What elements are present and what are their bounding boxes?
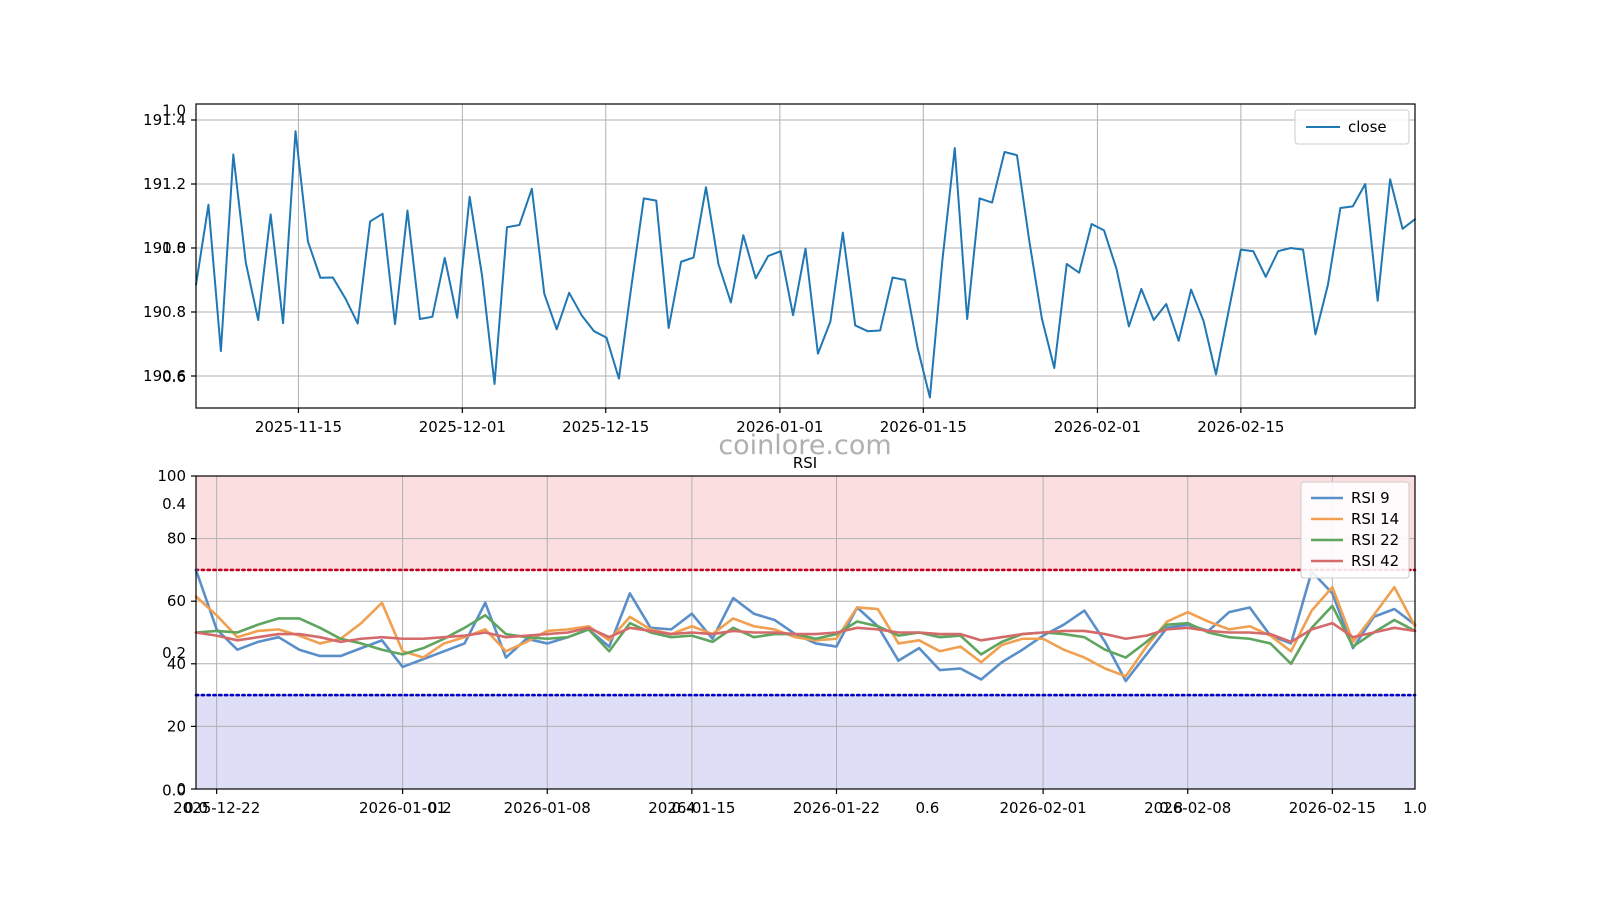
price-x-tick-label: 2025-12-01 — [419, 418, 506, 436]
rsi-y-tick-label: 40 — [167, 655, 186, 673]
price-x-tick-label: 2026-01-01 — [736, 418, 823, 436]
price-y-secondary-tick-label: 0.6 — [162, 368, 186, 386]
rsi-series-group — [194, 568, 1417, 683]
rsi-x-tick-labels: 2025-12-22 2026-01-01 2026-01-08 2026-01-15… — [173, 789, 1376, 817]
rsi-legend-label-rsi-42: RSI 42 — [1351, 552, 1399, 570]
rsi-x-tick-label: 2026-02-08 — [1144, 799, 1231, 817]
rsi-y-secondary-tick-labels: 0.4 0.2 0.0 — [162, 495, 186, 799]
rsi-axis-spines — [195, 475, 1416, 790]
rsi-plot-border — [195, 475, 1416, 790]
rsi-x-tick-label: 2026-02-15 — [1289, 799, 1376, 817]
rsi-overbought-band — [196, 476, 1415, 570]
price-legend-box — [1294, 109, 1410, 145]
price-x-tick-label: 2025-11-15 — [255, 418, 342, 436]
price-y-tick-label: 190.6 — [143, 367, 186, 385]
price-x-tick-labels: 2025-11-15 2025-12-01 2025-12-15 2026-01-01… — [255, 408, 1284, 436]
rsi-x-tick-label: 2025-12-22 — [173, 799, 260, 817]
rsi-x-tick-label: 2026-01-08 — [504, 799, 591, 817]
rsi-legend-box — [1300, 481, 1410, 579]
rsi-y-tick-labels: 0 20 40 60 80 100 — [157, 467, 196, 798]
rsi-y-tick-label: 100 — [157, 467, 186, 485]
rsi-series-rsi-22 — [194, 604, 1417, 666]
rsi-legend[interactable]: RSI 9 RSI 14 RSI 22 RSI 42 — [1300, 481, 1410, 579]
price-y-tick-label: 191.0 — [143, 239, 186, 257]
rsi-y-tick-label: 80 — [167, 530, 186, 548]
price-legend[interactable]: close — [1294, 109, 1410, 145]
rsi-legend-label-rsi-9: RSI 9 — [1351, 489, 1390, 507]
rsi-y-tick-label: 60 — [167, 592, 186, 610]
price-series-group — [195, 130, 1416, 399]
rsi-x-secondary-tick-label: 0.6 — [915, 799, 939, 817]
rsi-x-tick-label: 2026-01-22 — [793, 799, 880, 817]
rsi-oversold-band — [196, 695, 1415, 789]
rsi-x-secondary-tick-label: 0.4 — [672, 799, 696, 817]
price-y-tick-label: 191.2 — [143, 175, 186, 193]
price-y-secondary-tick-label: 0.8 — [162, 239, 186, 257]
rsi-legend-label-rsi-22: RSI 22 — [1351, 531, 1399, 549]
price-series-close — [195, 130, 1416, 399]
rsi-y-tick-label: 0 — [176, 780, 186, 798]
price-y-tick-labels: 190.6 190.8 191.0 191.2 191.4 — [143, 111, 196, 385]
price-y-secondary-tick-labels: 1.0 0.8 0.6 — [162, 102, 186, 386]
rsi-x-tick-label: 2026-01-15 — [648, 799, 735, 817]
rsi-y-secondary-tick-label: 0.2 — [162, 644, 186, 662]
rsi-series-rsi-42 — [194, 621, 1417, 644]
rsi-x-tick-label: 2026-01-01 — [359, 799, 446, 817]
price-chart-axes: 190.6 190.8 191.0 191.2 191.4 1.0 0.8 0.6 2025… — [143, 102, 1416, 436]
rsi-series-rsi-14 — [194, 585, 1417, 678]
rsi-x-secondary-tick-label: 0.2 — [428, 799, 452, 817]
rsi-x-secondary-tick-label: 0.0 — [184, 799, 208, 817]
price-axis-spines — [195, 103, 1416, 409]
rsi-x-secondary-tick-label: 0.8 — [1159, 799, 1183, 817]
rsi-y-tick-label: 20 — [167, 717, 186, 735]
price-x-tick-label: 2025-12-15 — [562, 418, 649, 436]
price-y-tick-label: 190.8 — [143, 303, 186, 321]
price-plot-border — [195, 103, 1416, 409]
rsi-chart-title: RSI — [793, 454, 817, 472]
price-legend-label-close: close — [1348, 118, 1387, 136]
rsi-chart-axes: 0 20 40 60 80 100 0.4 0.2 0.0 2025-12-22 2026-01… — [157, 454, 1427, 817]
price-y-secondary-tick-label: 1.0 — [162, 102, 186, 120]
price-x-tick-label: 2026-02-01 — [1054, 418, 1141, 436]
price-x-tick-label: 2026-02-15 — [1197, 418, 1284, 436]
rsi-x-secondary-tick-labels: 0.0 0.2 0.4 0.6 0.8 1.0 — [184, 799, 1427, 817]
watermark-label: coinlore.com — [718, 430, 891, 461]
rsi-y-secondary-tick-label: 0.4 — [162, 495, 186, 513]
rsi-y-secondary-tick-label: 0.0 — [162, 782, 186, 800]
rsi-x-secondary-tick-label: 1.0 — [1403, 799, 1427, 817]
rsi-legend-label-rsi-14: RSI 14 — [1351, 510, 1399, 528]
price-y-tick-label: 191.4 — [143, 111, 186, 129]
price-x-tick-label: 2026-01-15 — [880, 418, 967, 436]
rsi-x-tick-label: 2026-02-01 — [1000, 799, 1087, 817]
